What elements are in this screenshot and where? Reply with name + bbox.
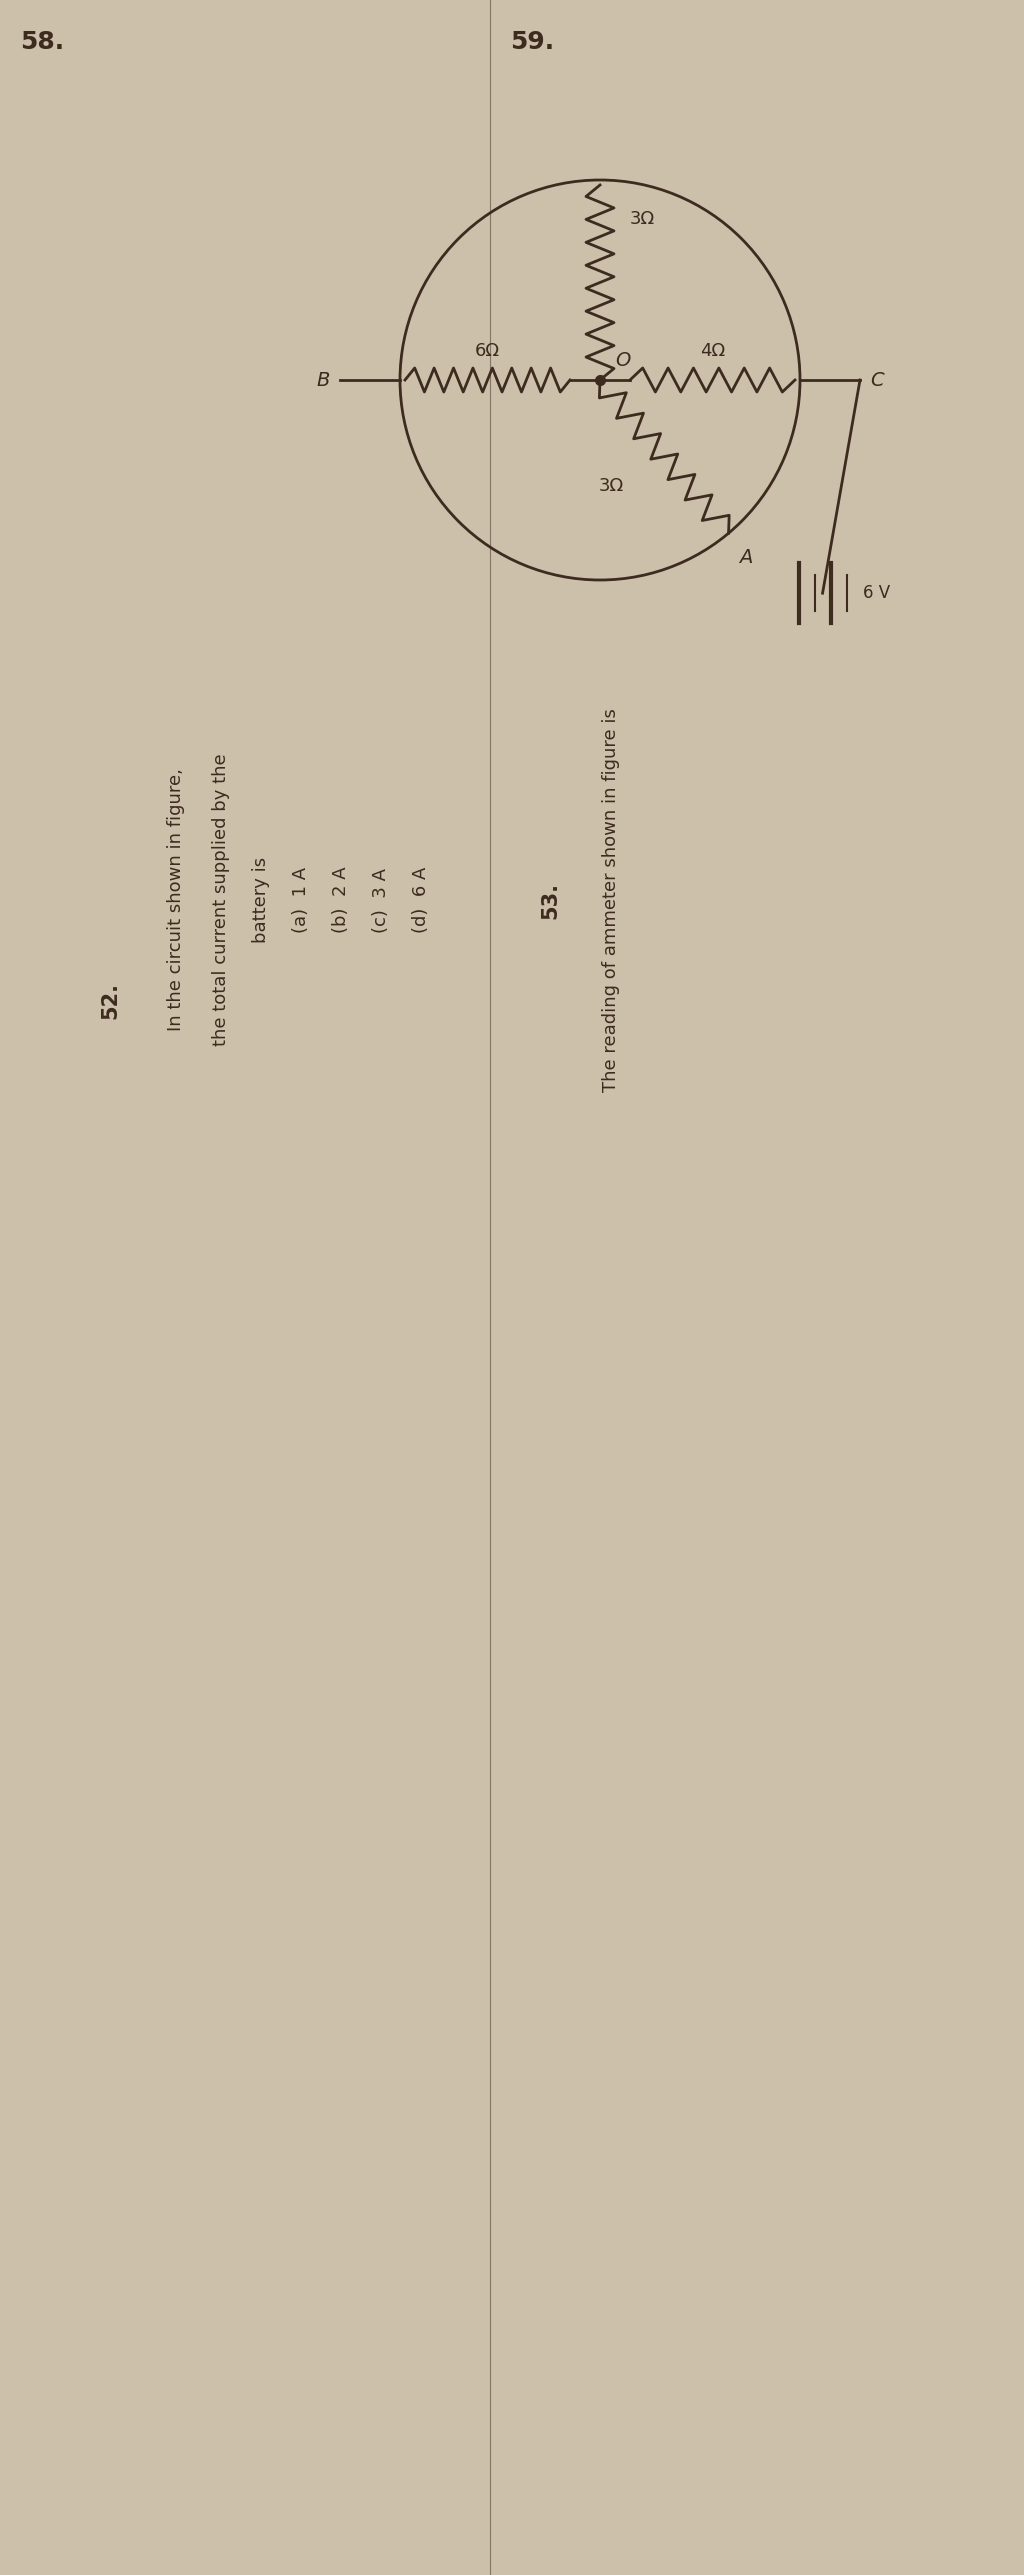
Text: 53.: 53. bbox=[540, 881, 560, 919]
Text: C: C bbox=[870, 371, 884, 389]
Text: In the circuit shown in figure,: In the circuit shown in figure, bbox=[167, 767, 185, 1033]
Text: 4Ω: 4Ω bbox=[700, 342, 725, 361]
Text: 59.: 59. bbox=[510, 31, 554, 54]
Text: (a)  1 A: (a) 1 A bbox=[292, 868, 310, 932]
Text: (b)  2 A: (b) 2 A bbox=[332, 868, 350, 932]
Text: 3Ω: 3Ω bbox=[630, 211, 655, 229]
Text: (d)  6 A: (d) 6 A bbox=[412, 868, 430, 932]
Text: 6 V: 6 V bbox=[862, 585, 890, 603]
Text: A: A bbox=[738, 548, 752, 566]
Text: (c)  3 A: (c) 3 A bbox=[372, 868, 390, 932]
Text: battery is: battery is bbox=[252, 857, 270, 942]
Text: the total current supplied by the: the total current supplied by the bbox=[212, 754, 230, 1045]
Text: 58.: 58. bbox=[20, 31, 65, 54]
Text: 6Ω: 6Ω bbox=[475, 342, 500, 361]
Text: 3Ω: 3Ω bbox=[599, 476, 625, 494]
Text: The reading of ammeter shown in figure is: The reading of ammeter shown in figure i… bbox=[602, 708, 620, 1092]
Text: B: B bbox=[316, 371, 330, 389]
Text: O: O bbox=[615, 350, 631, 371]
Text: 52.: 52. bbox=[100, 981, 120, 1020]
